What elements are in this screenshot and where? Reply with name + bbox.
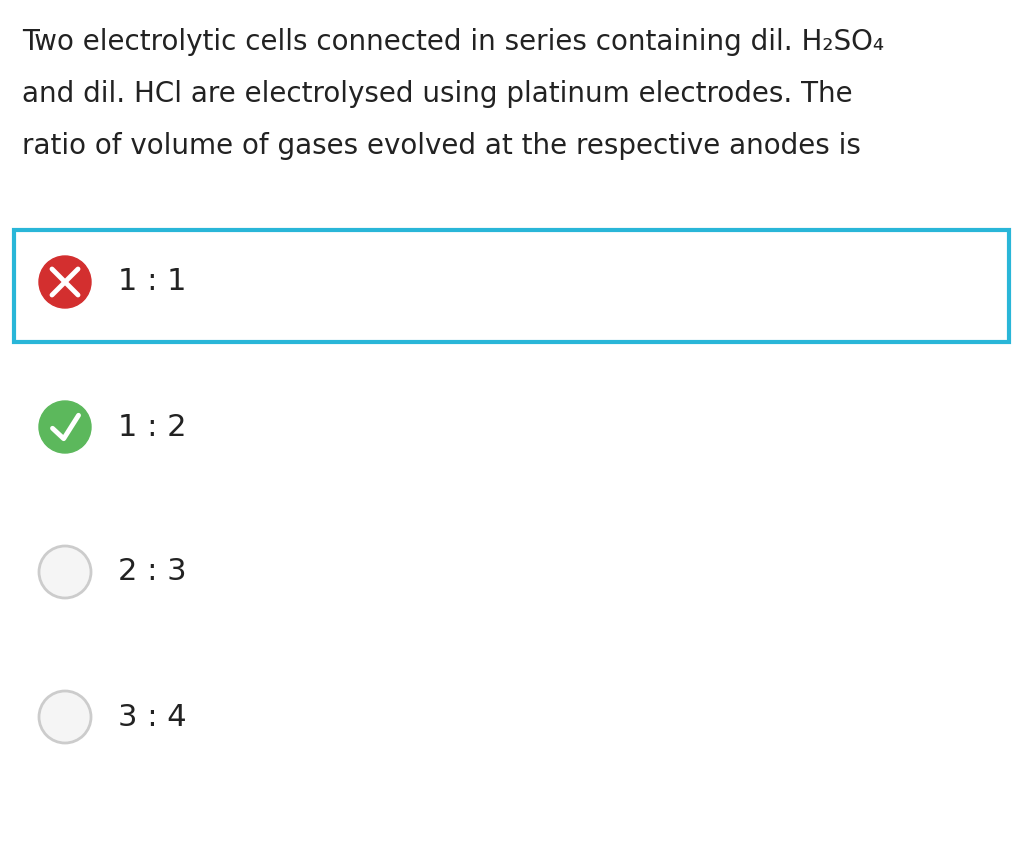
Text: ratio of volume of gases evolved at the respective anodes is: ratio of volume of gases evolved at the … xyxy=(22,132,861,160)
Text: Two electrolytic cells connected in series containing dil. H₂SO₄: Two electrolytic cells connected in seri… xyxy=(22,28,884,56)
Circle shape xyxy=(39,546,91,598)
Text: and dil. HCl are electrolysed using platinum electrodes. The: and dil. HCl are electrolysed using plat… xyxy=(22,80,853,108)
Circle shape xyxy=(39,401,91,453)
Circle shape xyxy=(39,256,91,308)
Text: 1 : 1: 1 : 1 xyxy=(118,268,186,296)
Text: 1 : 2: 1 : 2 xyxy=(118,412,186,441)
FancyBboxPatch shape xyxy=(14,230,1009,342)
Circle shape xyxy=(39,691,91,743)
Text: 3 : 4: 3 : 4 xyxy=(118,703,186,732)
Text: 2 : 3: 2 : 3 xyxy=(118,557,186,586)
